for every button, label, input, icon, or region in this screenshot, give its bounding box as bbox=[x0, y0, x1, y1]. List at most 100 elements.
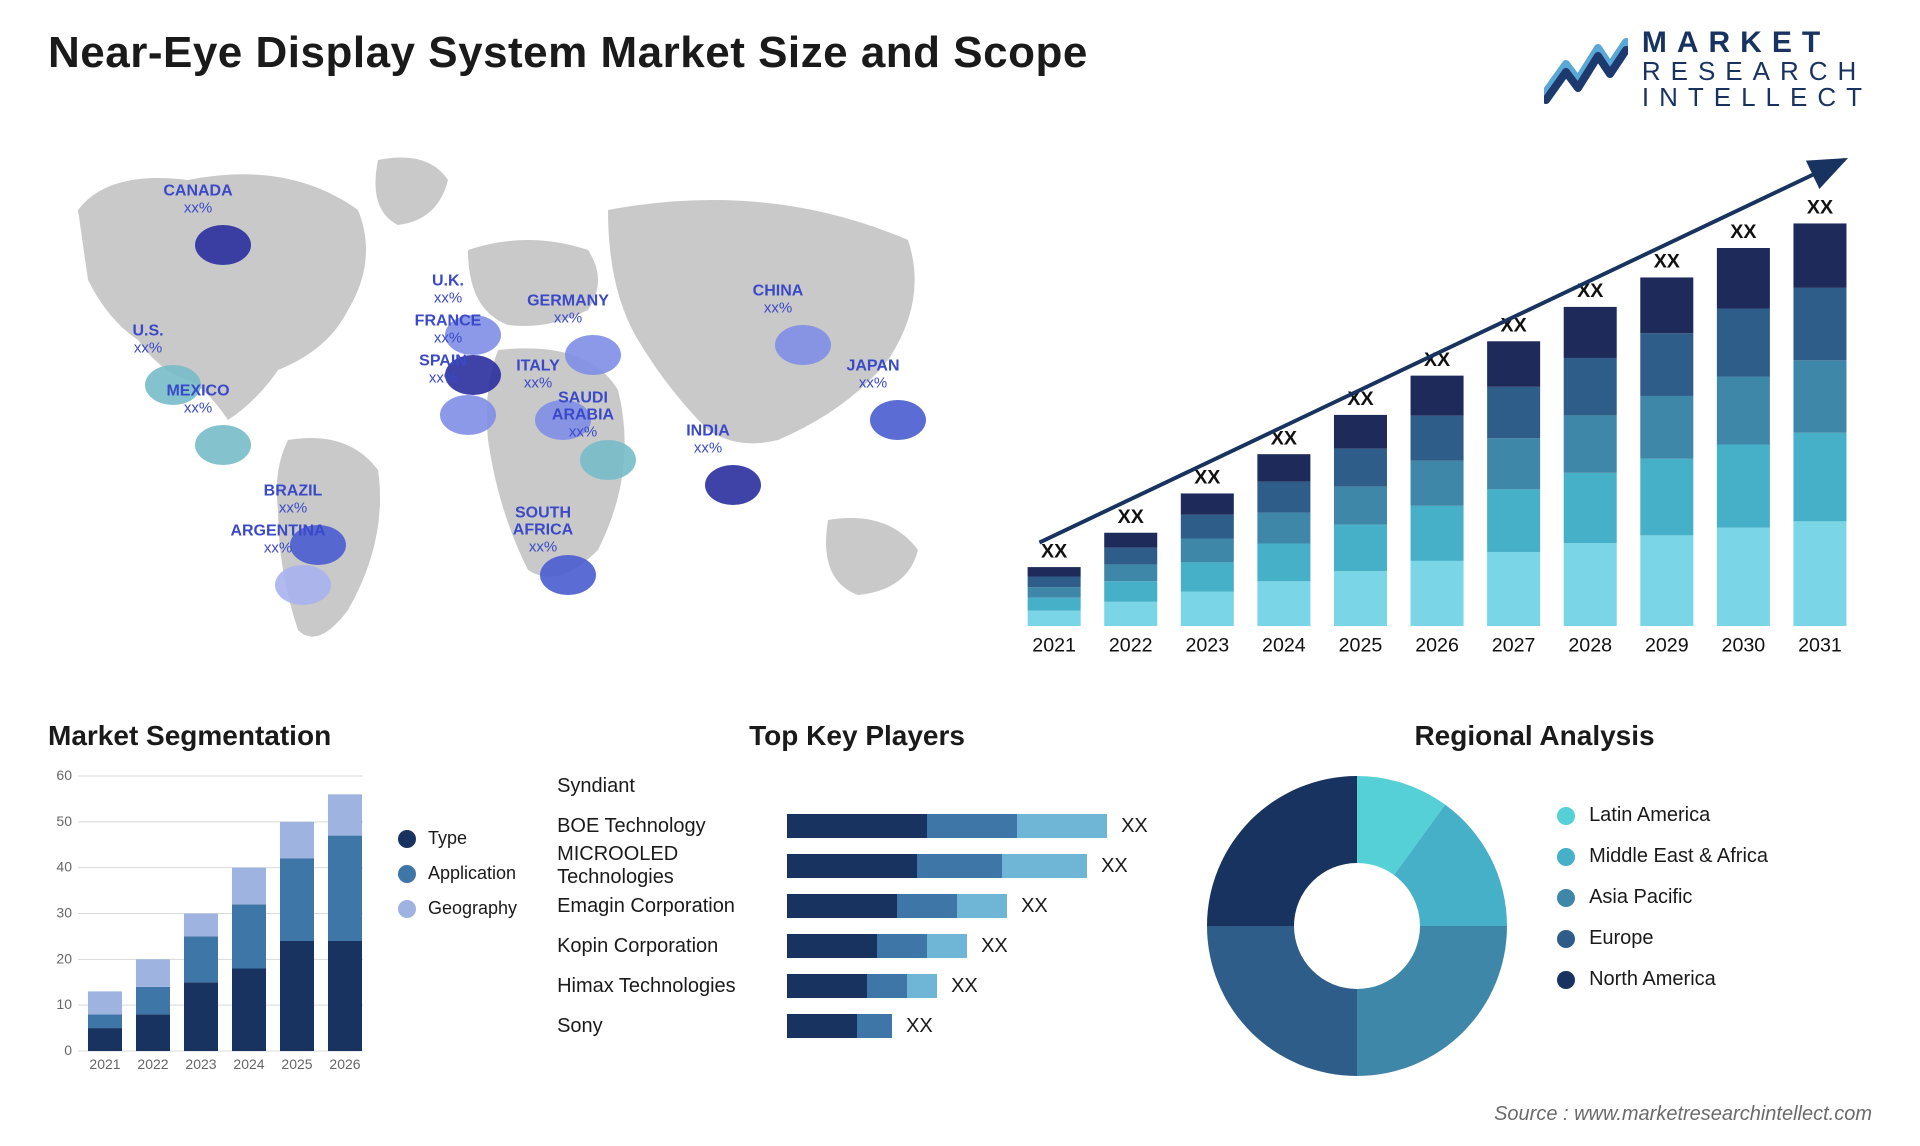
players-title: Top Key Players bbox=[557, 720, 1157, 752]
legend-swatch-icon bbox=[398, 900, 416, 918]
svg-text:XX: XX bbox=[1118, 506, 1144, 528]
player-bar-segment bbox=[787, 1014, 857, 1038]
svg-text:20: 20 bbox=[56, 950, 72, 966]
svg-text:2030: 2030 bbox=[1722, 635, 1766, 657]
player-value: XX bbox=[1121, 815, 1148, 838]
svg-text:XX: XX bbox=[1041, 540, 1067, 562]
regional-legend-item: Latin America bbox=[1557, 804, 1768, 827]
svg-text:40: 40 bbox=[56, 859, 72, 875]
player-value: XX bbox=[906, 1015, 933, 1038]
player-name: Himax Technologies bbox=[557, 975, 787, 998]
svg-text:2025: 2025 bbox=[1339, 635, 1383, 657]
svg-text:XX: XX bbox=[1654, 251, 1680, 273]
world-map: CANADAxx%U.S.xx%MEXICOxx%BRAZILxx%ARGENT… bbox=[48, 140, 948, 680]
svg-text:2024: 2024 bbox=[1262, 635, 1306, 657]
logo-line3: INTELLECT bbox=[1642, 84, 1872, 110]
player-bar-segment bbox=[957, 894, 1007, 918]
legend-label: Asia Pacific bbox=[1589, 886, 1692, 909]
player-row: Kopin CorporationXX bbox=[557, 926, 1157, 966]
player-name: MICROOLED Technologies bbox=[557, 843, 787, 889]
svg-text:2026: 2026 bbox=[329, 1056, 360, 1072]
regional-panel: Regional Analysis Latin America Middle Ea… bbox=[1197, 720, 1872, 1086]
header: Near-Eye Display System Market Size and … bbox=[48, 28, 1872, 110]
svg-text:2023: 2023 bbox=[185, 1056, 216, 1072]
regional-legend: Latin America Middle East & Africa Asia Pa… bbox=[1557, 786, 1768, 1009]
player-bar-segment bbox=[907, 974, 937, 998]
svg-text:2021: 2021 bbox=[89, 1056, 120, 1072]
svg-text:2024: 2024 bbox=[233, 1056, 264, 1072]
legend-swatch-icon bbox=[1557, 889, 1575, 907]
svg-text:2021: 2021 bbox=[1032, 635, 1076, 657]
player-row: BOE Technology XX bbox=[557, 806, 1157, 846]
svg-text:2023: 2023 bbox=[1185, 635, 1229, 657]
player-bar bbox=[787, 854, 1087, 878]
player-name: Syndiant bbox=[557, 775, 787, 798]
legend-swatch-icon bbox=[1557, 971, 1575, 989]
logo-mark-icon bbox=[1544, 34, 1628, 104]
regional-legend-item: Asia Pacific bbox=[1557, 886, 1768, 909]
player-row: Emagin CorporationXX bbox=[557, 886, 1157, 926]
page-title: Near-Eye Display System Market Size and … bbox=[48, 28, 1088, 78]
player-row: Syndiant bbox=[557, 766, 1157, 806]
svg-text:2022: 2022 bbox=[137, 1056, 168, 1072]
segmentation-panel: Market Segmentation 01020304050602021202… bbox=[48, 720, 517, 1076]
player-bar bbox=[787, 934, 967, 958]
svg-text:2028: 2028 bbox=[1568, 635, 1612, 657]
regional-legend-item: Europe bbox=[1557, 927, 1768, 950]
svg-text:2029: 2029 bbox=[1645, 635, 1689, 657]
brand-logo: MARKET RESEARCH INTELLECT bbox=[1544, 28, 1872, 110]
segmentation-title: Market Segmentation bbox=[48, 720, 517, 752]
player-bar-segment bbox=[917, 854, 1002, 878]
player-row: Sony XX bbox=[557, 1006, 1157, 1046]
svg-text:XX: XX bbox=[1194, 467, 1220, 489]
svg-text:XX: XX bbox=[1807, 197, 1833, 219]
logo-line2: RESEARCH bbox=[1642, 58, 1872, 84]
player-bar-segment bbox=[787, 854, 917, 878]
svg-text:2025: 2025 bbox=[281, 1056, 312, 1072]
regional-donut bbox=[1197, 766, 1517, 1086]
player-name: BOE Technology bbox=[557, 815, 787, 838]
player-name: Kopin Corporation bbox=[557, 935, 787, 958]
player-name: Sony bbox=[557, 1015, 787, 1038]
seg-legend-item: Geography bbox=[398, 898, 517, 919]
svg-text:60: 60 bbox=[56, 767, 72, 783]
player-value: XX bbox=[951, 975, 978, 998]
legend-swatch-icon bbox=[398, 830, 416, 848]
legend-swatch-icon bbox=[1557, 930, 1575, 948]
player-row: Himax Technologies XX bbox=[557, 966, 1157, 1006]
segmentation-legend: Type Application Geography bbox=[398, 814, 517, 1076]
legend-label: North America bbox=[1589, 968, 1716, 991]
legend-swatch-icon bbox=[1557, 848, 1575, 866]
regional-legend-item: North America bbox=[1557, 968, 1768, 991]
source-attribution: Source : www.marketresearchintellect.com bbox=[1494, 1103, 1872, 1126]
player-bar-segment bbox=[877, 934, 927, 958]
player-bar bbox=[787, 814, 1107, 838]
players-panel: Top Key Players Syndiant BOE Technology XX… bbox=[557, 720, 1157, 1046]
svg-text:XX: XX bbox=[1730, 221, 1756, 243]
player-bar bbox=[787, 974, 937, 998]
player-bar-segment bbox=[927, 934, 967, 958]
regional-title: Regional Analysis bbox=[1197, 720, 1872, 752]
svg-text:10: 10 bbox=[56, 996, 72, 1012]
legend-label: Europe bbox=[1589, 927, 1654, 950]
world-map-svg bbox=[48, 140, 948, 680]
legend-label: Latin America bbox=[1589, 804, 1710, 827]
player-bar-segment bbox=[787, 934, 877, 958]
seg-legend-item: Type bbox=[398, 828, 517, 849]
player-bar bbox=[787, 1014, 892, 1038]
segmentation-chart: 0102030405060202120222023202420252026 bbox=[48, 766, 368, 1076]
player-value: XX bbox=[1101, 855, 1128, 878]
svg-text:2031: 2031 bbox=[1798, 635, 1842, 657]
player-row: MICROOLED Technologies XX bbox=[557, 846, 1157, 886]
legend-label: Geography bbox=[428, 898, 517, 919]
player-bar-segment bbox=[927, 814, 1017, 838]
player-bar-segment bbox=[867, 974, 907, 998]
svg-text:30: 30 bbox=[56, 905, 72, 921]
player-bar-segment bbox=[787, 894, 897, 918]
logo-line1: MARKET bbox=[1642, 28, 1872, 58]
forecast-chart: XX2021XX2022XX2023XX2024XX2025XX2026XX20… bbox=[1008, 140, 1872, 680]
legend-label: Application bbox=[428, 863, 516, 884]
player-name: Emagin Corporation bbox=[557, 895, 787, 918]
player-bar-segment bbox=[787, 814, 927, 838]
legend-label: Middle East & Africa bbox=[1589, 845, 1768, 868]
